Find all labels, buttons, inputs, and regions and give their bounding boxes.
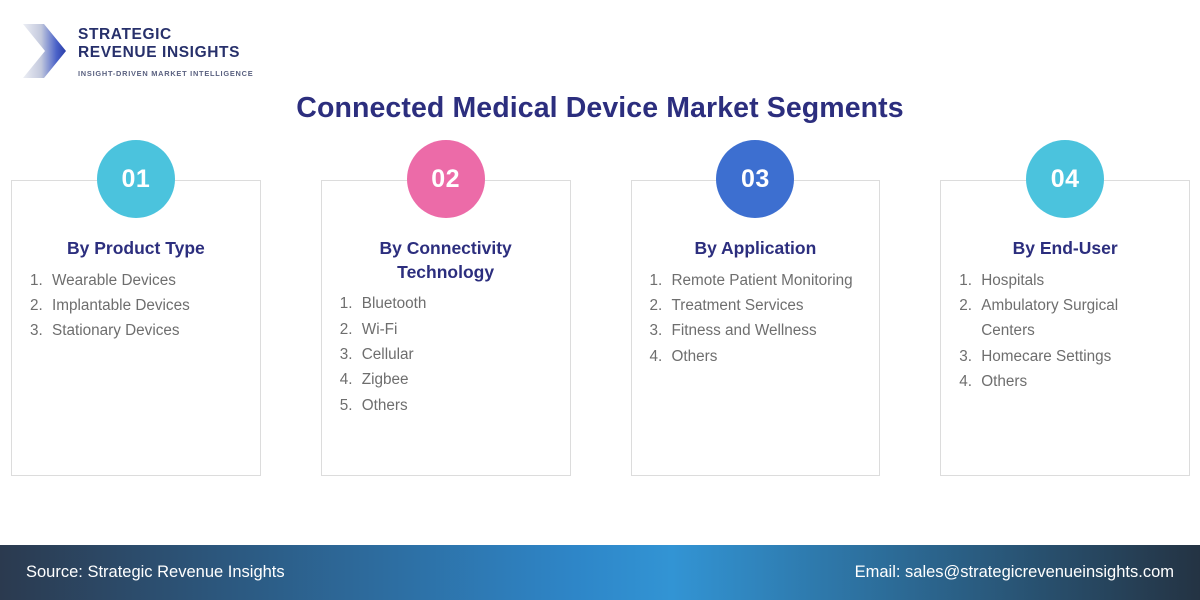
list-item: 4. Others (959, 369, 1175, 394)
footer-source: Source: Strategic Revenue Insights (26, 563, 285, 581)
list-item-label: Hospitals (981, 271, 1045, 289)
segment-number-badge-2: 02 (406, 140, 485, 218)
list-item: 2. Ambulatory Surgical Centers (959, 293, 1175, 344)
list-item: 3. Homecare Settings (959, 344, 1175, 369)
footer-bar: Source: Strategic Revenue Insights Email… (0, 545, 1200, 600)
segment-number-badge-1: 01 (96, 140, 175, 218)
list-item-label: Remote Patient Monitoring (671, 271, 853, 289)
list-item-label: Wi-Fi (361, 320, 398, 338)
segment-list-1: 1. Wearable Devices 2. Implantable Devices… (26, 268, 246, 344)
segment-card-body-2: By Connectivity Technology 1. Bluetooth 2… (320, 180, 571, 476)
list-item: 2. Wi-Fi (340, 317, 556, 342)
list-item-label: Implantable Devices (52, 297, 190, 315)
segment-title-3: By Application (694, 238, 817, 258)
list-item-label: Stationary Devices (52, 322, 180, 340)
list-item-number: 2. (30, 297, 43, 315)
brand-wordmark: STRATEGIC REVENUE INSIGHTS INSIGHT-DRIVE… (78, 20, 253, 78)
segment-list-4: 1. Hospitals 2. Ambulatory Surgical Center… (955, 268, 1175, 395)
list-item: 4. Zigbee (340, 367, 556, 392)
list-item: 1. Remote Patient Monitoring (650, 268, 866, 293)
list-item: 3. Fitness and Wellness (650, 318, 866, 343)
list-item-number: 4. (959, 373, 973, 391)
list-item-label: Fitness and Wellness (671, 322, 817, 340)
list-item-number: 1. (30, 271, 43, 289)
segment-card-body-4: By End-User 1. Hospitals 2. Ambulatory Sur… (940, 180, 1190, 476)
segments-row: 01 By Product Type 1. Wearable Devices 2.… (11, 140, 1190, 476)
list-item-number: 3. (339, 346, 353, 364)
list-item-label: Others (671, 347, 718, 365)
list-item-label: Treatment Services (671, 297, 804, 315)
list-item-number: 1. (339, 295, 353, 313)
list-item: 3. Stationary Devices (30, 318, 246, 343)
brand-name-line2: REVENUE INSIGHTS (78, 44, 241, 62)
segment-number-badge-3: 03 (716, 140, 795, 218)
list-item-label: Cellular (361, 346, 414, 364)
list-item-number: 3. (959, 347, 973, 365)
segment-card-3: 03 By Application 1. Remote Patient Monit… (630, 140, 881, 476)
brand-tagline: INSIGHT-DRIVEN MARKET INTELLIGENCE (78, 68, 254, 78)
list-item: 3. Cellular (340, 342, 556, 367)
list-item: 1. Hospitals (959, 268, 1175, 293)
segment-card-2: 02 By Connectivity Technology 1. Bluetoot… (320, 140, 571, 476)
list-item-number: 4. (339, 371, 353, 389)
segment-title-4: By End-User (1012, 238, 1118, 258)
list-item-number: 3. (649, 322, 663, 340)
list-item-label: Homecare Settings (981, 347, 1112, 365)
list-item: 2. Implantable Devices (30, 293, 246, 318)
segment-list-2: 1. Bluetooth 2. Wi-Fi 3. Cellular 4. Zigbee … (336, 291, 556, 418)
segment-list-3: 1. Remote Patient Monitoring 2. Treatment … (646, 268, 866, 370)
list-item-number: 1. (649, 271, 663, 289)
segment-card-body-3: By Application 1. Remote Patient Monitori… (630, 180, 881, 476)
chevron-arrow-icon (22, 22, 68, 80)
list-item-number: 2. (649, 297, 663, 315)
list-item-number: 5. (339, 396, 353, 414)
list-item-label: Wearable Devices (52, 271, 176, 289)
list-item-label: Others (981, 373, 1028, 391)
page-title: Connected Medical Device Market Segments (296, 92, 904, 124)
list-item-label: Zigbee (361, 371, 409, 389)
list-item-label: Others (361, 396, 408, 414)
list-item: 2. Treatment Services (650, 293, 866, 318)
list-item: 1. Bluetooth (340, 291, 556, 316)
list-item-number: 2. (959, 297, 973, 315)
list-item: 4. Others (650, 344, 866, 369)
segment-title-1: By Product Type (66, 238, 205, 258)
list-item-label: Ambulatory Surgical Centers (981, 297, 1119, 340)
footer-email[interactable]: Email: sales@strategicrevenueinsights.co… (854, 563, 1174, 581)
segment-number-badge-4: 04 (1026, 140, 1105, 218)
segment-card-body-1: By Product Type 1. Wearable Devices 2. Imp… (11, 180, 261, 476)
brand-logo: STRATEGIC REVENUE INSIGHTS INSIGHT-DRIVE… (22, 20, 253, 80)
segment-title-2: By Connectivity Technology (379, 238, 512, 282)
list-item-label: Bluetooth (361, 295, 427, 313)
list-item-number: 2. (339, 320, 353, 338)
list-item-number: 4. (649, 347, 663, 365)
segment-card-4: 04 By End-User 1. Hospitals 2. Ambulatory … (940, 140, 1190, 476)
brand-name-line1: STRATEGIC (78, 26, 172, 43)
list-item: 5. Others (340, 393, 556, 418)
list-item-number: 1. (959, 271, 973, 289)
list-item-number: 3. (30, 322, 43, 340)
segment-card-1: 01 By Product Type 1. Wearable Devices 2.… (11, 140, 261, 476)
list-item: 1. Wearable Devices (30, 268, 246, 293)
